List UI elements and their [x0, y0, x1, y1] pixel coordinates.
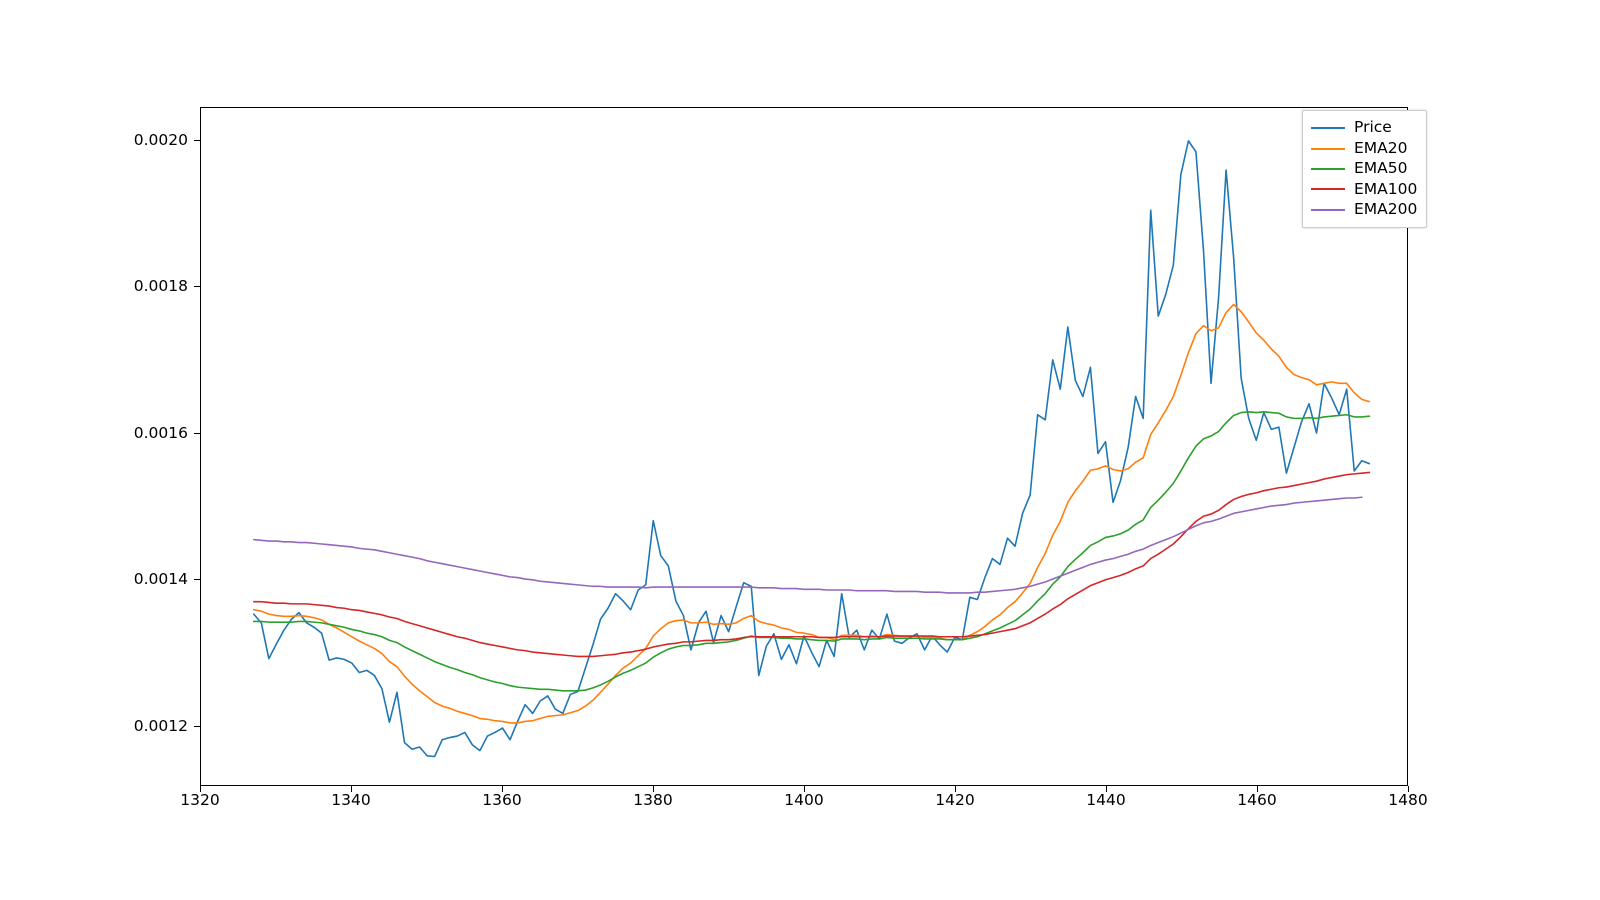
series-line-ema100 [252, 471, 1371, 658]
chart-legend[interactable]: Price EMA20 EMA50 EMA100 EMA200 [1302, 110, 1428, 228]
x-tick-label: 1380 [633, 791, 673, 809]
y-tick-mark [194, 432, 200, 434]
x-tick-mark [804, 786, 805, 792]
y-tick-label: 0.0020 [133, 130, 188, 149]
series-line-ema20 [252, 303, 1371, 724]
legend-label: EMA20 [1354, 138, 1408, 157]
x-tick-mark [653, 786, 654, 792]
x-tick-mark [200, 786, 201, 792]
x-tick-label: 1480 [1388, 791, 1428, 809]
x-tick-label: 1440 [1086, 791, 1126, 809]
legend-color-swatch [1311, 188, 1345, 191]
legend-color-swatch [1311, 208, 1345, 211]
y-tick-mark [194, 139, 200, 141]
y-tick-mark [194, 579, 200, 581]
legend-color-swatch [1311, 147, 1345, 150]
x-tick-label: 1420 [935, 791, 975, 809]
legend-label: EMA100 [1354, 179, 1418, 198]
y-tick-label: 0.0012 [133, 716, 188, 735]
series-line-price [252, 140, 1371, 758]
legend-item-price[interactable]: Price [1311, 118, 1417, 138]
x-tick-mark [1106, 786, 1107, 792]
y-tick-label: 0.0016 [133, 423, 188, 442]
y-tick-mark [194, 286, 200, 288]
legend-item-ema20[interactable]: EMA20 [1311, 138, 1417, 158]
legend-color-swatch [1311, 167, 1345, 170]
legend-item-ema100[interactable]: EMA100 [1311, 179, 1417, 199]
x-tick-mark [1408, 786, 1409, 792]
x-tick-label: 1340 [331, 791, 371, 809]
x-tick-mark [955, 786, 956, 792]
series-lines-svg [252, 140, 1371, 758]
series-line-ema200 [252, 496, 1363, 594]
legend-label: EMA50 [1354, 159, 1408, 178]
legend-label: EMA200 [1354, 200, 1418, 218]
x-tick-label: 1320 [180, 791, 220, 809]
x-tick-label: 1460 [1237, 791, 1277, 809]
x-tick-mark [502, 786, 503, 792]
y-tick-label: 0.0018 [133, 277, 188, 296]
legend-color-swatch [1311, 127, 1345, 130]
legend-item-ema50[interactable]: EMA50 [1311, 159, 1417, 179]
y-tick-label: 0.0014 [133, 570, 188, 589]
x-tick-label: 1400 [784, 791, 824, 809]
series-line-ema50 [252, 411, 1371, 692]
legend-label: Price [1354, 118, 1392, 137]
plot-area [200, 107, 1408, 786]
x-tick-label: 1360 [482, 791, 522, 809]
y-tick-mark [194, 725, 200, 727]
x-tick-mark [351, 786, 352, 792]
legend-item-ema200[interactable]: EMA200 [1311, 200, 1417, 220]
x-tick-mark [1257, 786, 1258, 792]
